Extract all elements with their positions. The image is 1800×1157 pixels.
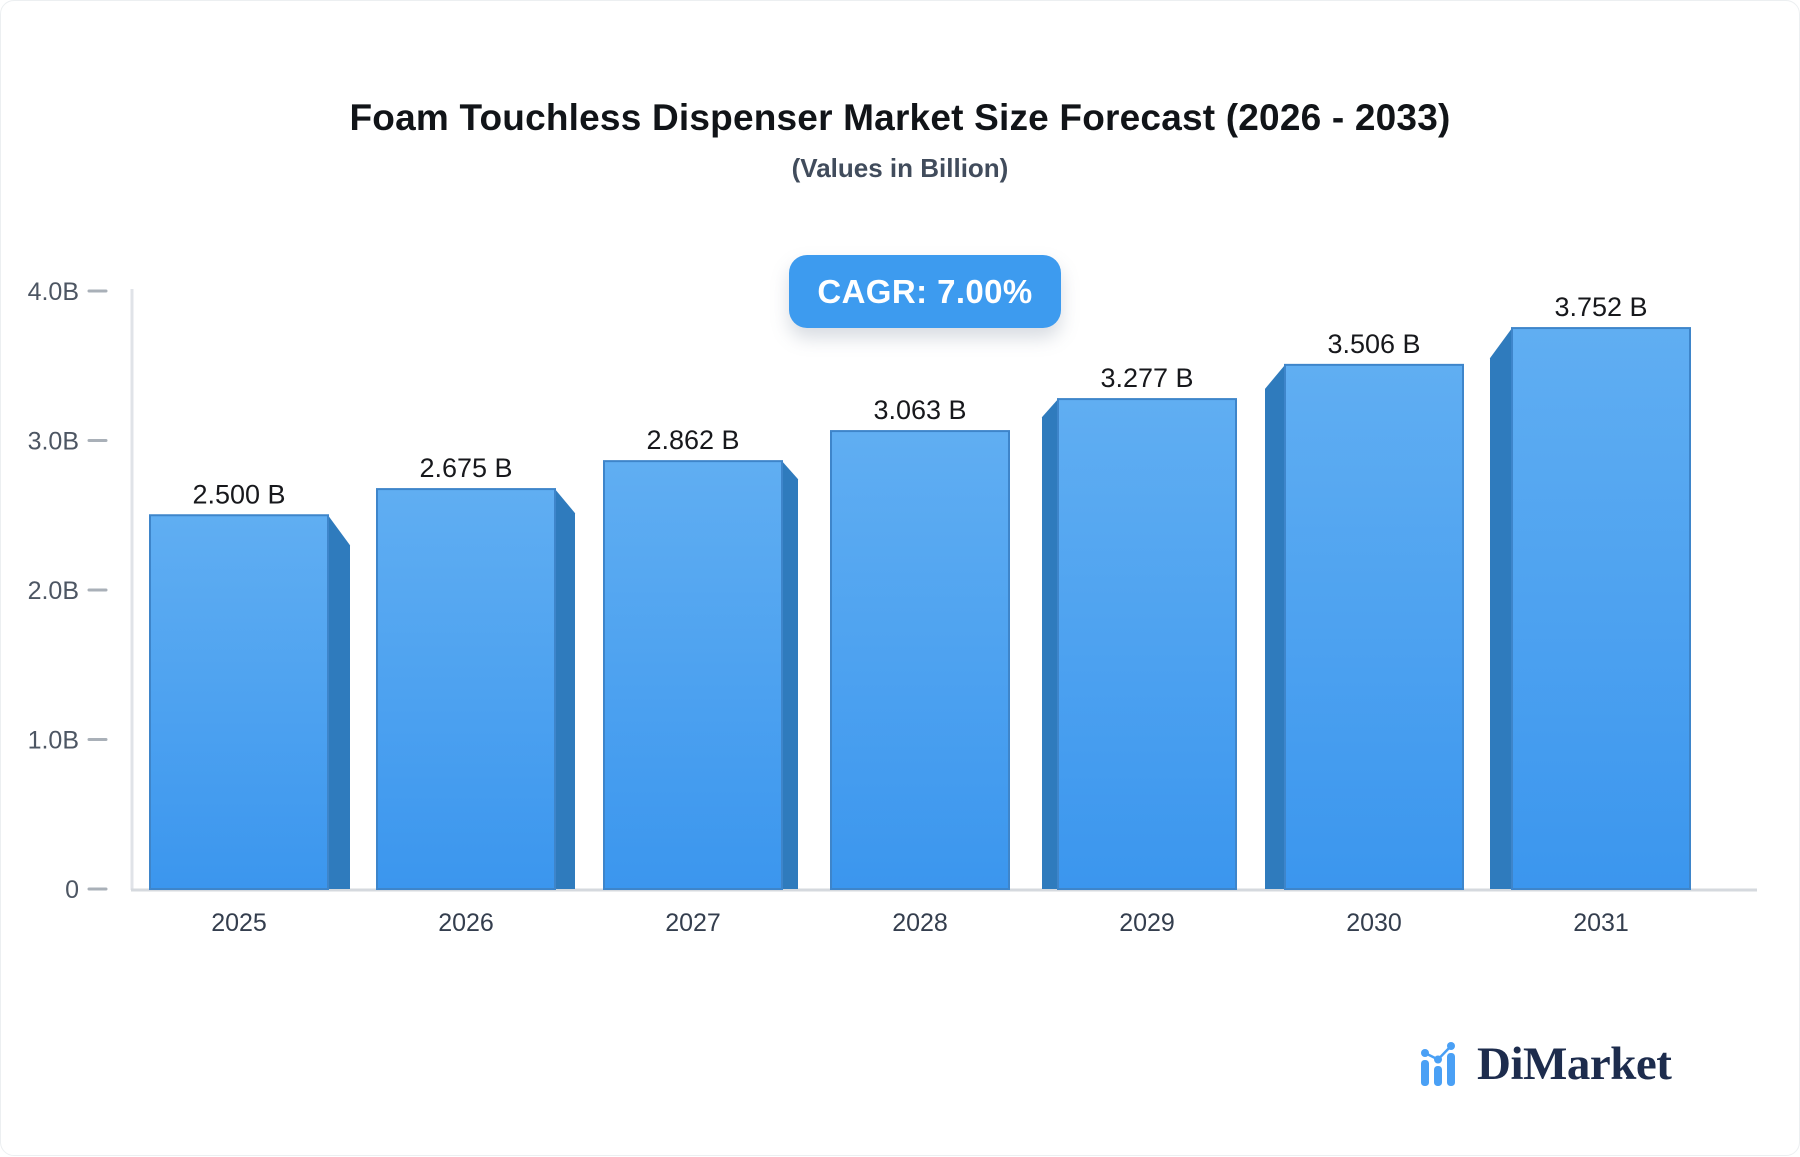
bar-value-label: 2.500 B [192,479,285,509]
bar-side-3d [782,461,798,889]
cagr-badge: CAGR: 7.00% [789,255,1061,328]
bar-2031 [1511,327,1691,890]
bar-side-3d [555,489,575,889]
chart-subtitle: (Values in Billion) [791,153,1009,183]
bar-value-label: 3.506 B [1327,329,1420,359]
y-axis-tick-label: 1.0B [28,727,79,755]
bar-side-3d [1490,328,1512,889]
bar-value-label: 3.277 B [1100,363,1193,393]
x-axis-label: 2027 [665,909,721,937]
y-axis-tick-label: 4.0B [28,278,79,306]
bar-value-label: 2.675 B [419,453,512,483]
x-axis-label: 2026 [438,909,494,937]
y-axis-tick-label: 2.0B [28,577,79,605]
y-axis-tick-label: 3.0B [28,428,79,456]
bar-2025 [149,514,329,890]
x-axis-label: 2025 [211,909,267,937]
bar-value-label: 2.862 B [646,425,739,455]
bar-value-label: 3.063 B [873,395,966,425]
x-axis-label: 2029 [1119,909,1175,937]
x-axis-label: 2031 [1573,909,1629,937]
bar-2029 [1057,398,1237,890]
brand-logo: DiMarket [1419,1037,1672,1091]
brand-logo-text: DiMarket [1477,1038,1672,1090]
x-axis-label: 2028 [892,909,948,937]
chart-header: Foam Touchless Dispenser Market Size For… [1,97,1799,184]
y-axis-tick-label: 0 [65,876,79,904]
mini-bar-chart-icon [1421,1042,1455,1086]
bar-side-3d [1265,364,1285,889]
bar-side-3d [328,515,350,889]
bar-2028 [830,430,1010,890]
bar-side-3d [1042,399,1058,889]
x-axis-label: 2030 [1346,909,1402,937]
bar-2030 [1284,363,1464,890]
cagr-badge-label: CAGR: 7.00% [817,272,1033,310]
chart-title: Foam Touchless Dispenser Market Size For… [349,97,1451,138]
bar-2026 [376,488,556,890]
bar-2027 [603,460,783,890]
bar-value-label: 3.752 B [1554,292,1647,322]
